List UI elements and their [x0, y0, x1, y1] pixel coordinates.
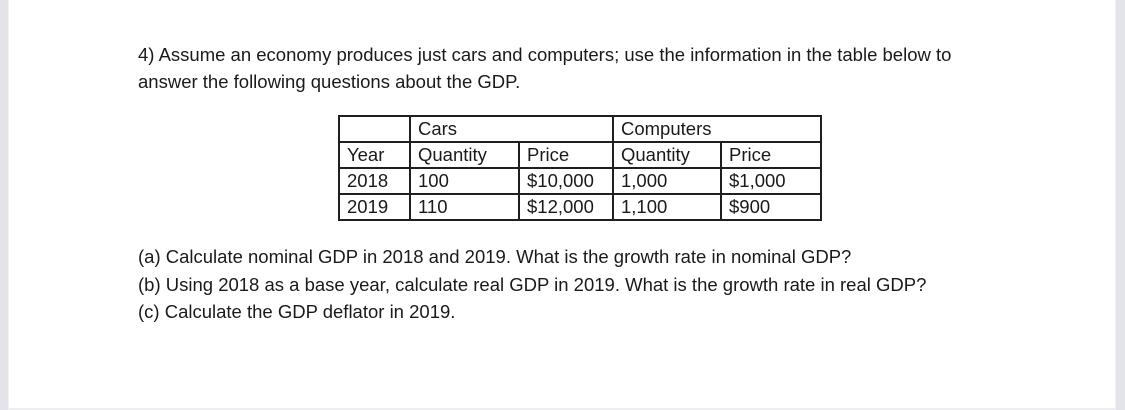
cars-group-header: Cars [409, 115, 614, 143]
year-column-header: Year [338, 141, 411, 169]
computers-quantity-cell: 1,100 [612, 193, 722, 221]
problem-statement: 4) Assume an economy produces just cars … [138, 41, 951, 95]
computers-group-header: Computers [612, 115, 822, 143]
year-cell: 2019 [338, 193, 411, 221]
cars-price-column-header: Price [518, 141, 614, 169]
table-column-header-row: Year Quantity Price Quantity Price [338, 141, 822, 169]
question-a: (a) Calculate nominal GDP in 2018 and 20… [138, 246, 852, 267]
cars-quantity-column-header: Quantity [409, 141, 520, 169]
problem-statement-line-1: 4) Assume an economy produces just cars … [138, 44, 952, 65]
corner-empty-cell [338, 115, 411, 143]
table-row: 2018 100 $10,000 1,000 $1,000 [338, 167, 822, 195]
left-edge-strip [0, 0, 9, 410]
right-edge-strip [1115, 0, 1125, 410]
table-group-header-row: Cars Computers [338, 115, 822, 143]
computers-price-column-header: Price [720, 141, 822, 169]
cars-price-cell: $10,000 [518, 167, 614, 195]
cars-quantity-cell: 110 [409, 193, 520, 221]
table-row: 2019 110 $12,000 1,100 $900 [338, 193, 822, 221]
problem-statement-line-2: answer the following questions about the… [138, 71, 521, 92]
question-c: (c) Calculate the GDP deflator in 2019. [138, 301, 456, 322]
cars-price-cell: $12,000 [518, 193, 614, 221]
bottom-divider [9, 408, 1115, 410]
question-list: (a) Calculate nominal GDP in 2018 and 20… [138, 243, 926, 326]
question-b: (b) Using 2018 as a base year, calculate… [138, 273, 927, 295]
computers-price-cell: $1,000 [720, 167, 822, 195]
computers-quantity-cell: 1,000 [612, 167, 722, 195]
computers-price-cell: $900 [720, 193, 822, 221]
computers-quantity-column-header: Quantity [612, 141, 722, 169]
cars-quantity-cell: 100 [409, 167, 520, 195]
year-cell: 2018 [338, 167, 411, 195]
gdp-data-table: Cars Computers Year Quantity Price Quant… [338, 115, 822, 221]
